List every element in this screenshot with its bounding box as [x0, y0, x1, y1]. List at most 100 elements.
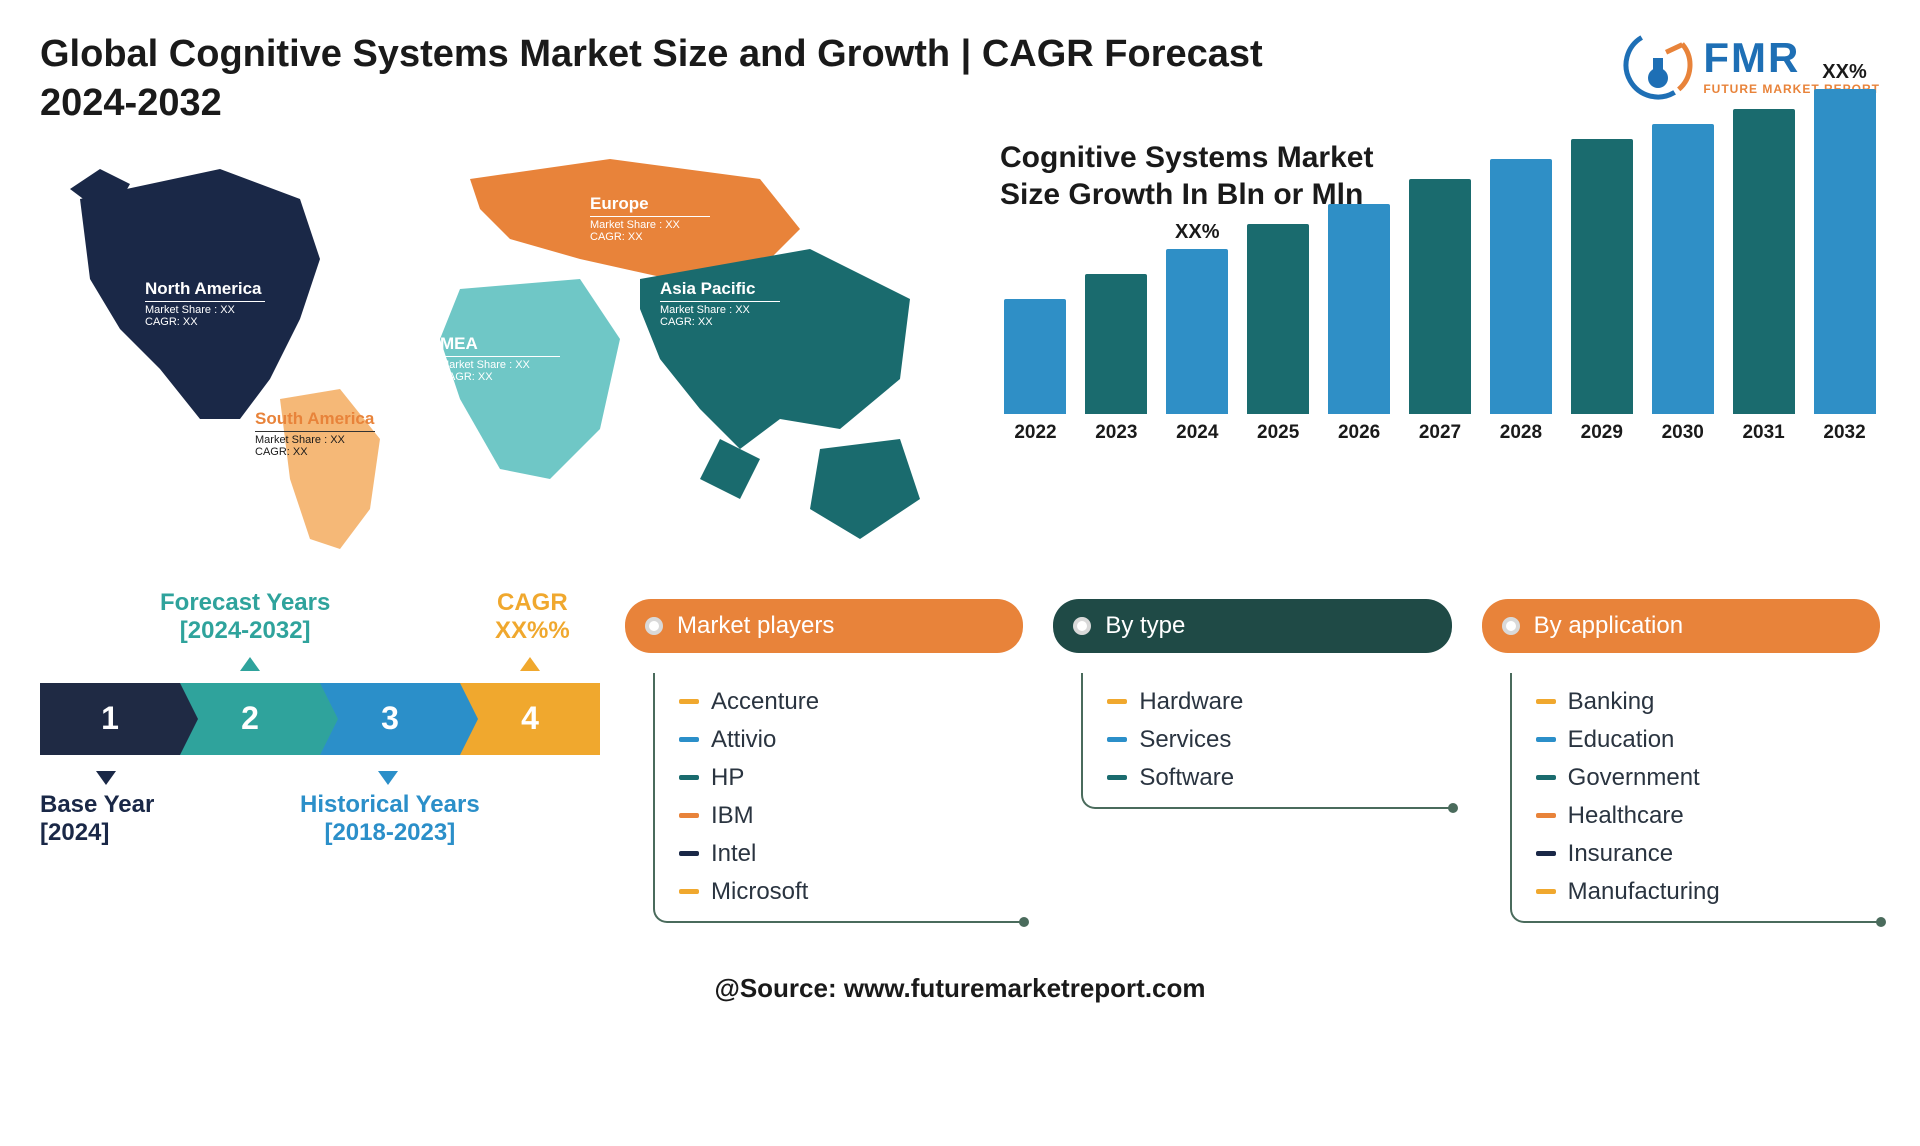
bar-col: 2025	[1243, 224, 1314, 444]
dash-icon	[1536, 737, 1556, 742]
dash-icon	[1536, 889, 1556, 894]
chart-title: Cognitive Systems Market Size Growth In …	[1000, 139, 1420, 214]
cagr-label: CAGR XX%%	[495, 589, 570, 645]
dash-icon	[679, 737, 699, 742]
page-title: Global Cognitive Systems Market Size and…	[40, 30, 1340, 129]
region-mea: MEA Market Share : XX CAGR: XX	[440, 334, 560, 383]
dash-icon	[679, 699, 699, 704]
category-item: Intel	[679, 835, 1023, 873]
category-item-label: Services	[1139, 726, 1231, 754]
bar-year-label: 2023	[1095, 422, 1137, 444]
dash-icon	[1536, 851, 1556, 856]
source-text: @Source: www.futuremarketreport.com	[40, 973, 1880, 1004]
bar-year-label: 2029	[1581, 422, 1623, 444]
dash-icon	[1107, 775, 1127, 780]
bar-col: 2023	[1081, 274, 1152, 444]
category-header: Market players	[625, 599, 1023, 653]
bar	[1652, 124, 1714, 414]
timeline-segment: 4	[460, 683, 600, 755]
region-asia-pacific: Asia Pacific Market Share : XX CAGR: XX	[660, 279, 780, 328]
region-south-america: South America Market Share : XX CAGR: XX	[255, 409, 375, 458]
category-item-label: IBM	[711, 802, 754, 830]
category-item-label: Software	[1139, 764, 1234, 792]
dash-icon	[1536, 813, 1556, 818]
category-list: Accenture Attivio HP IBM Intel Microsoft	[653, 673, 1023, 923]
dash-icon	[1536, 699, 1556, 704]
bar-year-label: 2030	[1662, 422, 1704, 444]
category-item-label: Healthcare	[1568, 802, 1684, 830]
category-item: Software	[1107, 759, 1451, 797]
category-list: Banking Education Government Healthcare Insu…	[1510, 673, 1880, 923]
bar	[1733, 109, 1795, 414]
dash-icon	[679, 851, 699, 856]
category-item: HP	[679, 759, 1023, 797]
bar-year-label: 2028	[1500, 422, 1542, 444]
cagr-arrow-icon	[520, 657, 540, 671]
category-box: By application Banking Education Government…	[1482, 599, 1880, 923]
bar-col: 2026	[1324, 204, 1395, 444]
category-box: Market players Accenture Attivio HP IBM Intel…	[625, 599, 1023, 923]
category-item: Healthcare	[1536, 797, 1880, 835]
category-item: Banking	[1536, 683, 1880, 721]
dash-icon	[679, 775, 699, 780]
category-item-label: Manufacturing	[1568, 878, 1720, 906]
bar-year-label: 2027	[1419, 422, 1461, 444]
category-header: By application	[1482, 599, 1880, 653]
bar-chart-section: Cognitive Systems Market Size Growth In …	[980, 139, 1880, 559]
category-item-label: Government	[1568, 764, 1700, 792]
dash-icon	[1107, 737, 1127, 742]
category-item-label: Insurance	[1568, 840, 1673, 868]
region-north-america: North America Market Share : XX CAGR: XX	[145, 279, 265, 328]
category-box: By type Hardware Services Software	[1053, 599, 1451, 923]
timeline-section: Forecast Years [2024-2032] CAGR XX%% 123…	[40, 599, 600, 923]
timeline-segment: 2	[180, 683, 320, 755]
bar	[1004, 299, 1066, 414]
bar-year-label: 2025	[1257, 422, 1299, 444]
bar-year-label: 2022	[1014, 422, 1056, 444]
category-item: Education	[1536, 721, 1880, 759]
logo-icon	[1623, 30, 1693, 100]
forecast-arrow-icon	[240, 657, 260, 671]
bar	[1328, 204, 1390, 414]
timeline-segment: 3	[320, 683, 460, 755]
bar	[1814, 89, 1876, 414]
category-item: Government	[1536, 759, 1880, 797]
category-item-label: Microsoft	[711, 878, 808, 906]
dash-icon	[679, 813, 699, 818]
category-item: Attivio	[679, 721, 1023, 759]
category-item: Services	[1107, 721, 1451, 759]
category-item: Manufacturing	[1536, 873, 1880, 911]
bar	[1166, 249, 1228, 414]
bar-col: 2030	[1647, 124, 1718, 444]
base-label: Base Year [2024]	[40, 791, 154, 847]
bar-year-label: 2024	[1176, 422, 1218, 444]
category-item: IBM	[679, 797, 1023, 835]
category-item-label: Hardware	[1139, 688, 1243, 716]
forecast-label: Forecast Years [2024-2032]	[160, 589, 330, 645]
historical-arrow-icon	[378, 771, 398, 785]
category-item-label: Accenture	[711, 688, 819, 716]
category-item-label: Attivio	[711, 726, 776, 754]
bar-year-label: 2026	[1338, 422, 1380, 444]
region-europe: Europe Market Share : XX CAGR: XX	[590, 194, 710, 243]
historical-label: Historical Years [2018-2023]	[300, 791, 480, 847]
bar-col: XX%2024	[1162, 249, 1233, 444]
bar	[1247, 224, 1309, 414]
bar-year-label: 2031	[1742, 422, 1784, 444]
bar-col: 2027	[1405, 179, 1476, 444]
dash-icon	[1107, 699, 1127, 704]
category-item: Microsoft	[679, 873, 1023, 911]
bar-year-label: 2032	[1823, 422, 1865, 444]
category-item-label: Banking	[1568, 688, 1655, 716]
category-item-label: Education	[1568, 726, 1675, 754]
category-list: Hardware Services Software	[1081, 673, 1451, 809]
category-item: Accenture	[679, 683, 1023, 721]
category-item: Hardware	[1107, 683, 1451, 721]
dash-icon	[679, 889, 699, 894]
category-header: By type	[1053, 599, 1451, 653]
category-item-label: HP	[711, 764, 744, 792]
dash-icon	[1536, 775, 1556, 780]
bar-annotation: XX%	[1822, 61, 1866, 84]
bar-col: 2028	[1485, 159, 1556, 444]
bar	[1409, 179, 1471, 414]
